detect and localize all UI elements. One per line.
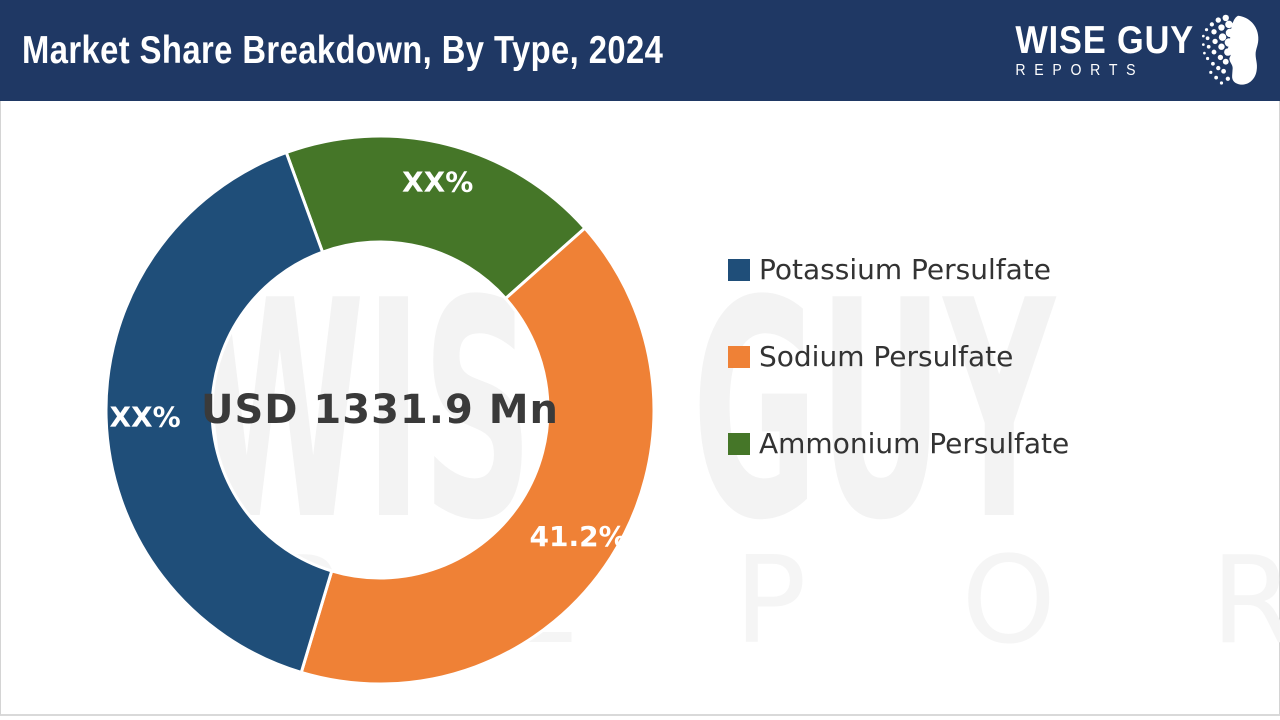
- legend-label: Sodium Persulfate: [759, 340, 1014, 373]
- legend-swatch: [728, 258, 750, 281]
- legend-label: Ammonium Persulfate: [759, 427, 1070, 460]
- legend-item: Potassium Persulfate: [728, 253, 1069, 286]
- legend-swatch: [728, 345, 750, 368]
- page-title: Market Share Breakdown, By Type, 2024: [22, 28, 664, 72]
- chart-center-value: USD 1331.9 Mn: [201, 387, 559, 433]
- legend-item: Sodium Persulfate: [728, 340, 1069, 373]
- header: Market Share Breakdown, By Type, 2024 WI…: [0, 0, 1280, 101]
- logo-wordmark: WISE GUY REPORTS: [1015, 21, 1194, 80]
- logo-subtitle-text: REPORTS: [1015, 62, 1145, 79]
- legend-label: Potassium Persulfate: [759, 253, 1051, 286]
- face-logo-icon: [1198, 11, 1262, 91]
- chart-area: [0, 101, 1280, 716]
- legend: Potassium Persulfate Sodium Persulfate A…: [728, 253, 1069, 460]
- legend-item: Ammonium Persulfate: [728, 427, 1069, 460]
- brand-logo: WISE GUY REPORTS: [991, 11, 1262, 91]
- legend-swatch: [728, 432, 750, 455]
- logo-wordmark-text: WISE GUY: [1015, 19, 1194, 62]
